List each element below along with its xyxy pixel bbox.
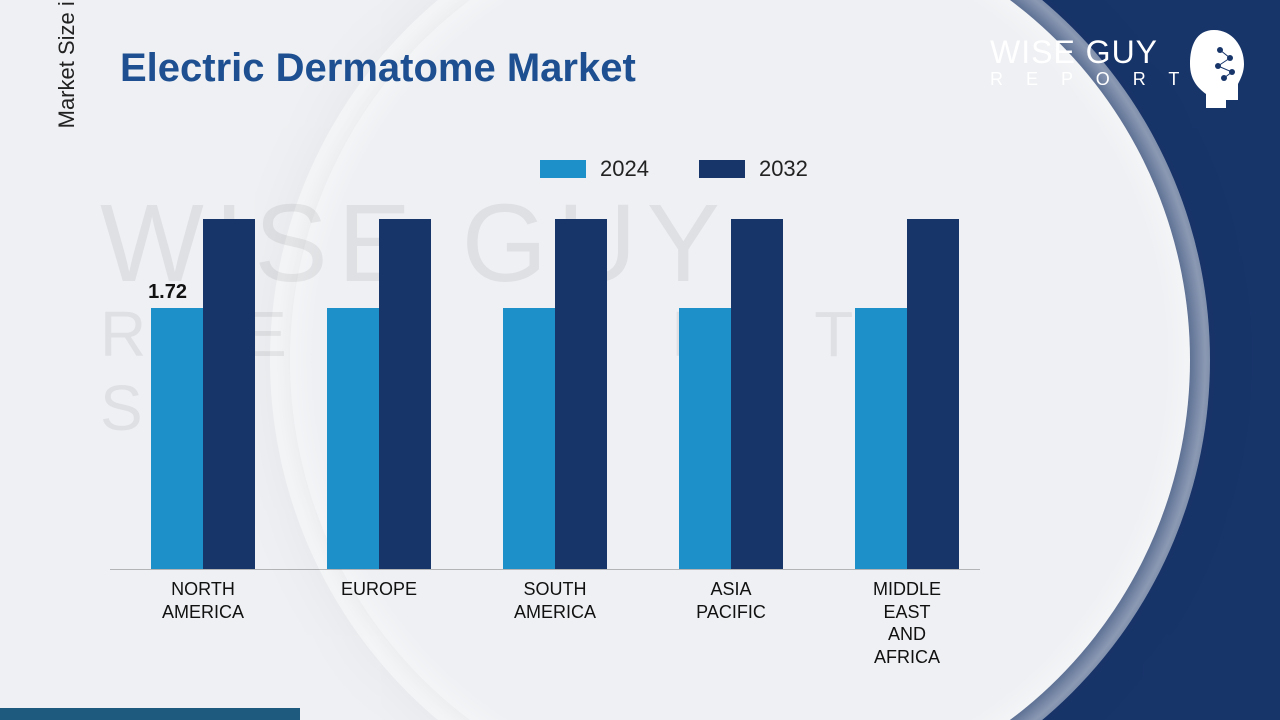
bar-group: 1.72 xyxy=(151,189,255,569)
legend-item: 2032 xyxy=(699,156,808,182)
bar xyxy=(203,219,255,569)
chart-area: 1.72 NORTHAMERICAEUROPESOUTHAMERICAASIAP… xyxy=(110,190,980,570)
legend-swatch-2024 xyxy=(540,160,586,178)
brand-logo: WISE GUY R E P O R T S xyxy=(990,34,1250,90)
bar xyxy=(907,219,959,569)
legend-label: 2032 xyxy=(759,156,808,182)
plot-region: 1.72 xyxy=(110,190,980,570)
x-axis-label: MIDDLEEASTANDAFRICA xyxy=(822,578,992,668)
bar-group xyxy=(327,189,431,569)
bottom-accent-bar xyxy=(0,708,300,720)
bar-value-label: 1.72 xyxy=(117,281,187,304)
bar xyxy=(679,308,731,569)
x-axis-label: ASIAPACIFIC xyxy=(646,578,816,623)
bar xyxy=(151,308,203,569)
legend-item: 2024 xyxy=(540,156,649,182)
head-icon xyxy=(1178,28,1250,114)
bar-group xyxy=(855,189,959,569)
bar xyxy=(855,308,907,569)
x-axis-label: EUROPE xyxy=(294,578,464,601)
bar xyxy=(731,219,783,569)
chart-title: Electric Dermatome Market xyxy=(120,46,636,91)
legend-swatch-2032 xyxy=(699,160,745,178)
bar xyxy=(555,219,607,569)
legend: 2024 2032 xyxy=(540,156,808,182)
legend-label: 2024 xyxy=(600,156,649,182)
chart-canvas: WISE GUY R E P O R T S Electric Dermatom… xyxy=(0,0,1280,720)
x-axis-label: SOUTHAMERICA xyxy=(470,578,640,623)
bar-group xyxy=(679,189,783,569)
bar xyxy=(503,308,555,569)
bar-group xyxy=(503,189,607,569)
bar xyxy=(327,308,379,569)
bar xyxy=(379,219,431,569)
y-axis-title: Market Size in USD Billion xyxy=(54,0,80,190)
x-axis-label: NORTHAMERICA xyxy=(118,578,288,623)
